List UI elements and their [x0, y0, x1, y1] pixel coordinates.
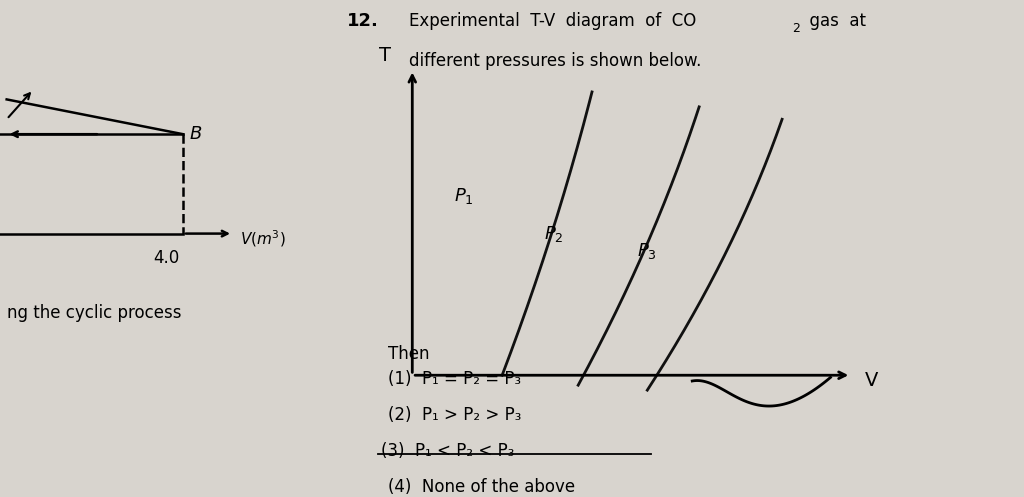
Text: 2: 2 — [793, 22, 801, 35]
Text: (1)  P₁ = P₂ = P₃: (1) P₁ = P₂ = P₃ — [388, 370, 521, 388]
Text: (2)  P₁ > P₂ > P₃: (2) P₁ > P₂ > P₃ — [388, 406, 521, 424]
Text: Then: Then — [388, 345, 430, 363]
Text: $P_3$: $P_3$ — [637, 241, 656, 261]
Text: V: V — [865, 371, 879, 390]
Text: Experimental  T-V  diagram  of  CO: Experimental T-V diagram of CO — [409, 12, 696, 30]
Text: different pressures is shown below.: different pressures is shown below. — [409, 52, 701, 70]
Text: 12.: 12. — [346, 12, 379, 30]
Text: B: B — [189, 125, 202, 143]
Text: (3)  P₁ < P₂ < P₃: (3) P₁ < P₂ < P₃ — [381, 442, 514, 460]
Text: $P_1$: $P_1$ — [454, 186, 473, 206]
Text: 4.0: 4.0 — [154, 249, 179, 267]
Text: gas  at: gas at — [800, 12, 866, 30]
Text: ng the cyclic process: ng the cyclic process — [7, 304, 181, 322]
Text: (4)  None of the above: (4) None of the above — [388, 478, 575, 496]
Text: T: T — [379, 46, 390, 65]
Text: $V(m^3)$: $V(m^3)$ — [240, 228, 286, 249]
Text: $P_2$: $P_2$ — [544, 224, 563, 244]
